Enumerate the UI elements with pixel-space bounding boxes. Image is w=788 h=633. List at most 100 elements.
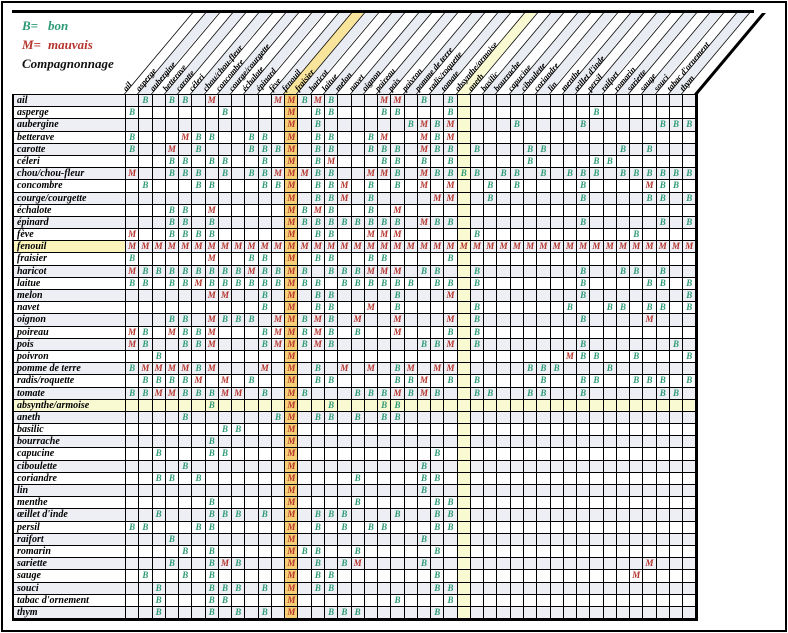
matrix-cell: B bbox=[258, 168, 272, 181]
matrix-cell bbox=[603, 558, 617, 571]
matrix-cell bbox=[484, 533, 498, 546]
matrix-cell bbox=[577, 155, 591, 169]
bon-mark: B bbox=[606, 302, 613, 313]
matrix-cell: B bbox=[510, 180, 524, 193]
mauvais-mark: M bbox=[207, 253, 216, 264]
matrix-cell bbox=[603, 265, 617, 278]
matrix-cell bbox=[656, 497, 670, 510]
matrix-cell: B bbox=[311, 302, 325, 315]
matrix-cell: B bbox=[417, 95, 432, 108]
matrix-cell: B bbox=[577, 314, 591, 327]
matrix-cell bbox=[179, 424, 193, 437]
matrix-cell: B bbox=[364, 277, 379, 290]
matrix-cell: M bbox=[285, 216, 299, 230]
bon-mark: B bbox=[686, 277, 693, 288]
matrix-cell bbox=[683, 363, 697, 376]
matrix-cell: M bbox=[218, 290, 233, 303]
matrix-cell bbox=[484, 497, 498, 510]
matrix-cell bbox=[205, 472, 219, 485]
matrix-cell bbox=[616, 326, 631, 339]
matrix-cell bbox=[324, 472, 339, 485]
mauvais-mark: M bbox=[287, 350, 296, 361]
matrix-cell bbox=[179, 143, 193, 156]
matrix-cell bbox=[245, 350, 259, 364]
matrix-cell bbox=[669, 497, 684, 510]
matrix-cell bbox=[510, 253, 524, 266]
matrix-cell: B bbox=[258, 606, 272, 620]
matrix-cell bbox=[537, 229, 551, 242]
matrix-cell: B bbox=[152, 448, 166, 461]
matrix-cell bbox=[232, 338, 246, 351]
bon-mark: B bbox=[155, 582, 162, 593]
matrix-cell bbox=[457, 460, 471, 473]
matrix-cell: B bbox=[431, 338, 445, 351]
bon-mark: B bbox=[182, 387, 189, 398]
matrix-cell bbox=[338, 411, 352, 425]
matrix-cell: M bbox=[643, 241, 657, 254]
matrix-cell: B bbox=[577, 375, 591, 388]
matrix-cell bbox=[271, 545, 286, 559]
matrix-cell bbox=[139, 143, 153, 156]
matrix-cell bbox=[510, 155, 524, 169]
matrix-cell bbox=[510, 363, 524, 376]
bon-mark: B bbox=[328, 290, 335, 300]
matrix-cell: M bbox=[285, 204, 299, 217]
row-label: poireau bbox=[14, 326, 126, 339]
matrix-cell bbox=[484, 472, 498, 485]
matrix-cell bbox=[510, 277, 524, 290]
bon-mark: B bbox=[182, 95, 189, 105]
matrix-cell: B bbox=[431, 277, 445, 290]
bon-mark: B bbox=[328, 606, 335, 617]
matrix-cell bbox=[404, 533, 418, 546]
bon-mark: B bbox=[394, 143, 401, 154]
matrix-cell bbox=[590, 290, 604, 303]
bon-mark: B bbox=[381, 521, 388, 532]
matrix-cell bbox=[656, 143, 670, 156]
bon-mark: B bbox=[208, 509, 215, 520]
mauvais-mark: M bbox=[207, 363, 216, 374]
matrix-cell: B bbox=[351, 497, 365, 510]
mauvais-mark: M bbox=[287, 424, 296, 435]
table-row: aneth B B M B B B B B bbox=[14, 411, 697, 425]
mauvais-mark: M bbox=[579, 241, 588, 252]
matrix-cell: B bbox=[364, 192, 379, 205]
matrix-cell: B bbox=[324, 95, 339, 108]
matrix-cell bbox=[643, 460, 657, 473]
bon-mark: B bbox=[328, 180, 335, 191]
mauvais-mark: M bbox=[287, 241, 296, 252]
matrix-cell bbox=[271, 424, 286, 437]
matrix-cell: B bbox=[338, 606, 352, 620]
matrix-cell: M bbox=[205, 241, 219, 254]
matrix-cell bbox=[497, 485, 511, 498]
mauvais-mark: M bbox=[207, 204, 216, 215]
matrix-cell bbox=[603, 204, 617, 217]
matrix-cell bbox=[590, 204, 604, 217]
matrix-cell bbox=[311, 265, 325, 278]
matrix-cell bbox=[577, 436, 591, 449]
matrix-cell bbox=[179, 533, 193, 546]
matrix-cell: B bbox=[324, 411, 339, 425]
matrix-cell bbox=[311, 472, 325, 485]
mauvais-mark: M bbox=[446, 363, 455, 374]
matrix-cell bbox=[457, 497, 471, 510]
matrix-cell bbox=[218, 399, 233, 412]
matrix-cell bbox=[497, 95, 511, 108]
matrix-cell: B bbox=[258, 180, 272, 193]
matrix-cell: B bbox=[431, 570, 445, 583]
matrix-cell bbox=[656, 107, 670, 120]
matrix-cell: M bbox=[285, 509, 299, 522]
bon-mark: B bbox=[129, 107, 136, 118]
mauvais-mark: M bbox=[247, 241, 256, 252]
matrix-cell bbox=[497, 290, 511, 303]
matrix-cell bbox=[603, 277, 617, 290]
matrix-cell: B bbox=[338, 216, 352, 230]
matrix-cell bbox=[550, 168, 564, 181]
matrix-cell bbox=[643, 594, 657, 607]
bon-mark: B bbox=[314, 131, 321, 142]
matrix-cell bbox=[669, 448, 684, 461]
matrix-cell bbox=[510, 509, 524, 522]
matrix-cell: B bbox=[139, 277, 153, 290]
matrix-cell bbox=[126, 95, 140, 108]
bon-mark: B bbox=[301, 216, 308, 227]
matrix-cell: B bbox=[669, 119, 684, 132]
